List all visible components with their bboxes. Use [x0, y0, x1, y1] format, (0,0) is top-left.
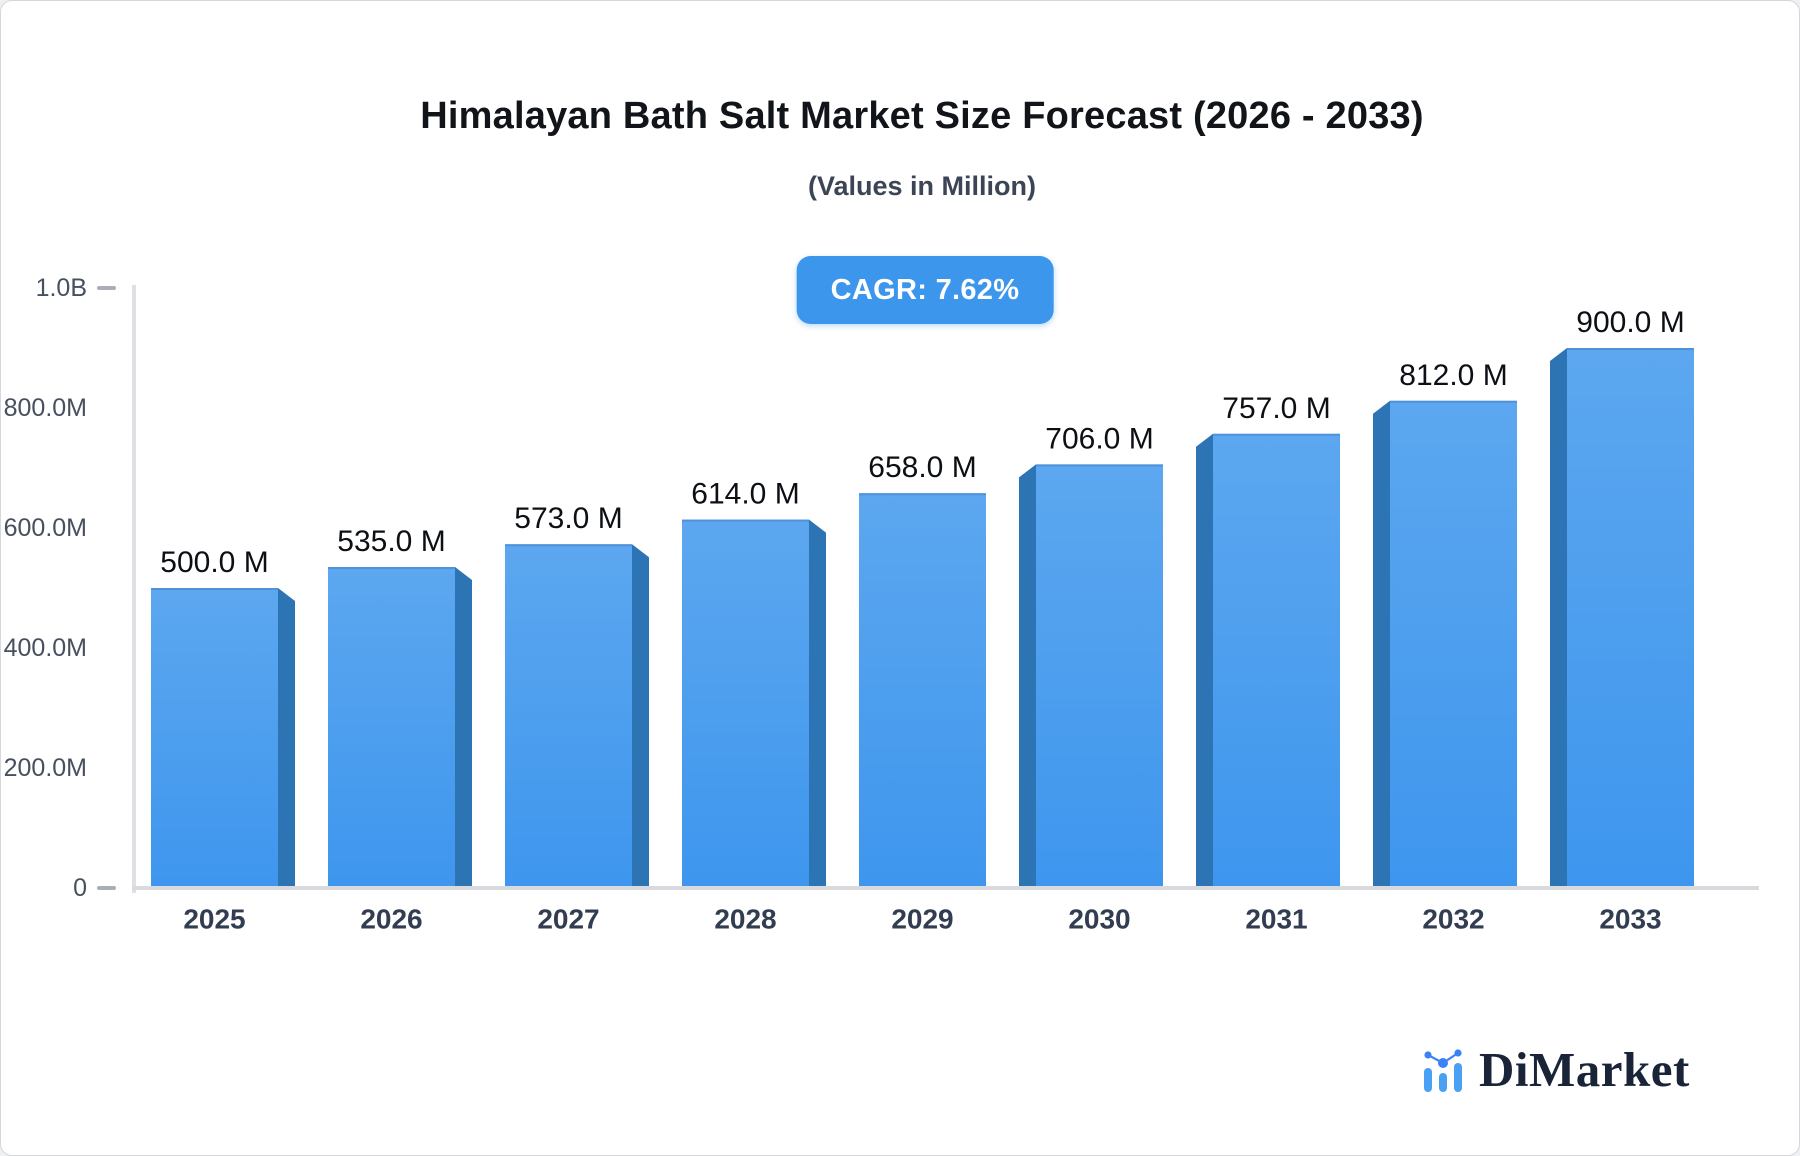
y-tick-label: 600.0M	[4, 514, 87, 542]
bar-front-face	[682, 519, 809, 888]
bar-front-face	[859, 493, 986, 888]
x-tick-label: 2030	[1068, 904, 1130, 935]
bar-value-label: 535.0 M	[337, 525, 445, 558]
brand-name: DiMarket	[1479, 1042, 1690, 1097]
y-tick-label: 1.0B	[36, 274, 87, 302]
bar-2027: 573.0 M 2027	[505, 502, 649, 935]
bar-front-face	[1567, 348, 1694, 888]
brand-logo: DiMarket	[1421, 1045, 1690, 1094]
bar-front-face	[505, 544, 632, 888]
bar-2029: 658.0 M 2029	[859, 451, 986, 935]
bar-side-face	[455, 567, 472, 888]
x-tick-label: 2033	[1599, 904, 1661, 935]
y-tick-dash	[97, 886, 116, 890]
bar-value-label: 706.0 M	[1045, 422, 1153, 455]
bar-value-label: 900.0 M	[1576, 306, 1684, 339]
bar-side-face	[809, 519, 826, 888]
bar-value-label: 757.0 M	[1222, 392, 1330, 425]
bar-side-face	[1373, 400, 1390, 888]
x-tick-label: 2031	[1245, 904, 1307, 935]
bar-side-face	[1019, 464, 1036, 888]
bar-2026: 535.0 M 2026	[328, 525, 472, 935]
bar-2032: 812.0 M 2032	[1373, 359, 1517, 935]
bar-value-label: 500.0 M	[160, 546, 268, 579]
bar-front-face	[1036, 464, 1163, 888]
bar-side-face	[1196, 433, 1213, 888]
bar-side-face	[1550, 348, 1567, 888]
x-tick-label: 2032	[1422, 904, 1484, 935]
bar-2028: 614.0 M 2028	[682, 478, 826, 935]
x-axis-line	[132, 886, 1759, 890]
mini-bar-chart-icon	[1424, 1049, 1462, 1092]
y-tick-label: 200.0M	[4, 754, 87, 782]
x-tick-label: 2029	[891, 904, 953, 935]
x-tick-label: 2027	[537, 904, 599, 935]
cagr-badge-label: CAGR: 7.62%	[830, 273, 1020, 306]
y-axis-line	[132, 285, 136, 893]
y-tick-label: 0	[73, 874, 87, 902]
chart-subtitle: (Values in Million)	[807, 171, 1037, 201]
bar-side-face	[278, 588, 295, 888]
bar-front-face	[328, 567, 455, 888]
cagr-badge: CAGR: 7.62%	[796, 256, 1054, 324]
bar-front-face	[1390, 400, 1517, 888]
bar-2025: 500.0 M 2025	[151, 546, 295, 935]
y-tick-label: 800.0M	[4, 394, 87, 422]
y-tick-dash	[97, 286, 116, 290]
bar-value-label: 658.0 M	[868, 451, 976, 484]
bar-2031: 757.0 M 2031	[1196, 392, 1340, 935]
bar-value-label: 614.0 M	[691, 478, 799, 511]
bar-value-label: 573.0 M	[514, 502, 622, 535]
bar-value-label: 812.0 M	[1399, 359, 1507, 392]
x-tick-label: 2025	[183, 904, 245, 935]
bar-2030: 706.0 M 2030	[1019, 422, 1163, 935]
bar-front-face	[151, 588, 278, 888]
chart-title: Himalayan Bath Salt Market Size Forecast…	[420, 95, 1424, 137]
bar-2033: 900.0 M 2033	[1550, 306, 1694, 935]
x-tick-label: 2028	[714, 904, 776, 935]
x-tick-label: 2026	[360, 904, 422, 935]
bar-front-face	[1213, 433, 1340, 888]
bar-side-face	[632, 544, 649, 888]
y-tick-label: 400.0M	[4, 634, 87, 662]
